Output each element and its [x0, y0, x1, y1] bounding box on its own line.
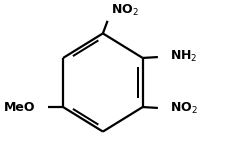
Text: MeO: MeO	[4, 100, 35, 114]
Text: NO$_2$: NO$_2$	[111, 3, 139, 18]
Text: NO$_2$: NO$_2$	[170, 101, 198, 116]
Text: NH$_2$: NH$_2$	[170, 49, 198, 64]
